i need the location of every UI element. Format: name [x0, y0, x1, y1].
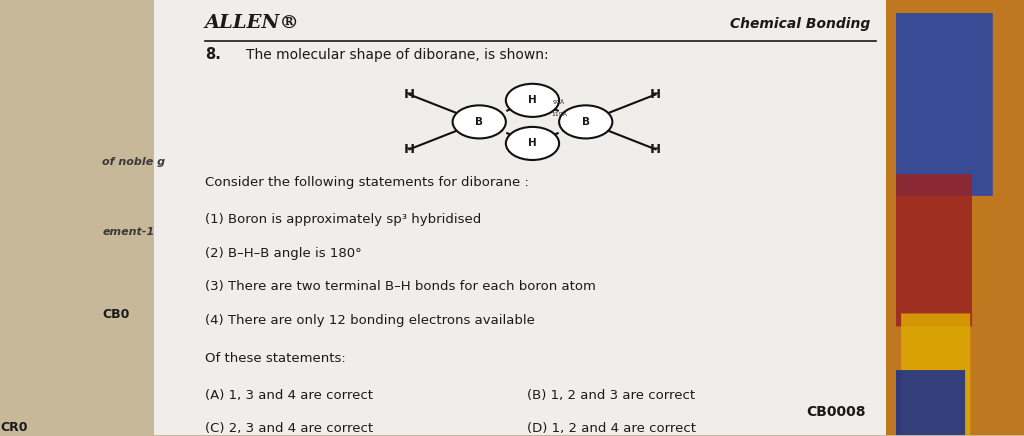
- Text: H: H: [528, 95, 537, 106]
- Text: (1) Boron is approximately sp³ hybridised: (1) Boron is approximately sp³ hybridise…: [205, 213, 481, 226]
- Text: H: H: [650, 143, 662, 156]
- Bar: [886, 0, 1024, 436]
- Text: ALLEN®: ALLEN®: [205, 14, 300, 32]
- Text: The molecular shape of diborane, is shown:: The molecular shape of diborane, is show…: [246, 48, 549, 62]
- Ellipse shape: [506, 84, 559, 117]
- Text: of noble g: of noble g: [102, 157, 166, 167]
- Text: (2) B–H–B angle is 180°: (2) B–H–B angle is 180°: [205, 247, 361, 260]
- Text: Consider the following statements for diborane :: Consider the following statements for di…: [205, 176, 528, 189]
- Text: B: B: [582, 117, 590, 127]
- Bar: [154, 0, 886, 436]
- Text: (4) There are only 12 bonding electrons available: (4) There are only 12 bonding electrons …: [205, 314, 535, 327]
- FancyBboxPatch shape: [896, 174, 972, 327]
- Ellipse shape: [559, 106, 612, 139]
- Text: 119Å: 119Å: [551, 112, 567, 117]
- Text: B: B: [475, 117, 483, 127]
- Text: H: H: [650, 88, 662, 101]
- Text: CB0: CB0: [102, 308, 130, 321]
- FancyBboxPatch shape: [896, 370, 965, 436]
- Text: CR0: CR0: [0, 421, 28, 434]
- Text: 97Å: 97Å: [553, 100, 564, 105]
- Text: (3) There are two terminal B–H bonds for each boron atom: (3) There are two terminal B–H bonds for…: [205, 280, 596, 293]
- Text: (B) 1, 2 and 3 are correct: (B) 1, 2 and 3 are correct: [527, 389, 695, 402]
- Text: H: H: [403, 143, 415, 156]
- Text: (D) 1, 2 and 4 are correct: (D) 1, 2 and 4 are correct: [527, 422, 696, 435]
- Text: H: H: [403, 88, 415, 101]
- Text: (A) 1, 3 and 4 are correct: (A) 1, 3 and 4 are correct: [205, 389, 373, 402]
- Text: ement-1: ement-1: [102, 227, 155, 237]
- Text: H: H: [528, 139, 537, 148]
- Text: (C) 2, 3 and 4 are correct: (C) 2, 3 and 4 are correct: [205, 422, 373, 435]
- Text: CB0008: CB0008: [806, 405, 865, 419]
- Text: Chemical Bonding: Chemical Bonding: [730, 17, 870, 31]
- Text: Of these statements:: Of these statements:: [205, 352, 345, 365]
- Ellipse shape: [453, 106, 506, 139]
- Text: 8.: 8.: [205, 47, 221, 62]
- FancyBboxPatch shape: [901, 313, 971, 436]
- FancyBboxPatch shape: [896, 13, 993, 196]
- Ellipse shape: [506, 127, 559, 160]
